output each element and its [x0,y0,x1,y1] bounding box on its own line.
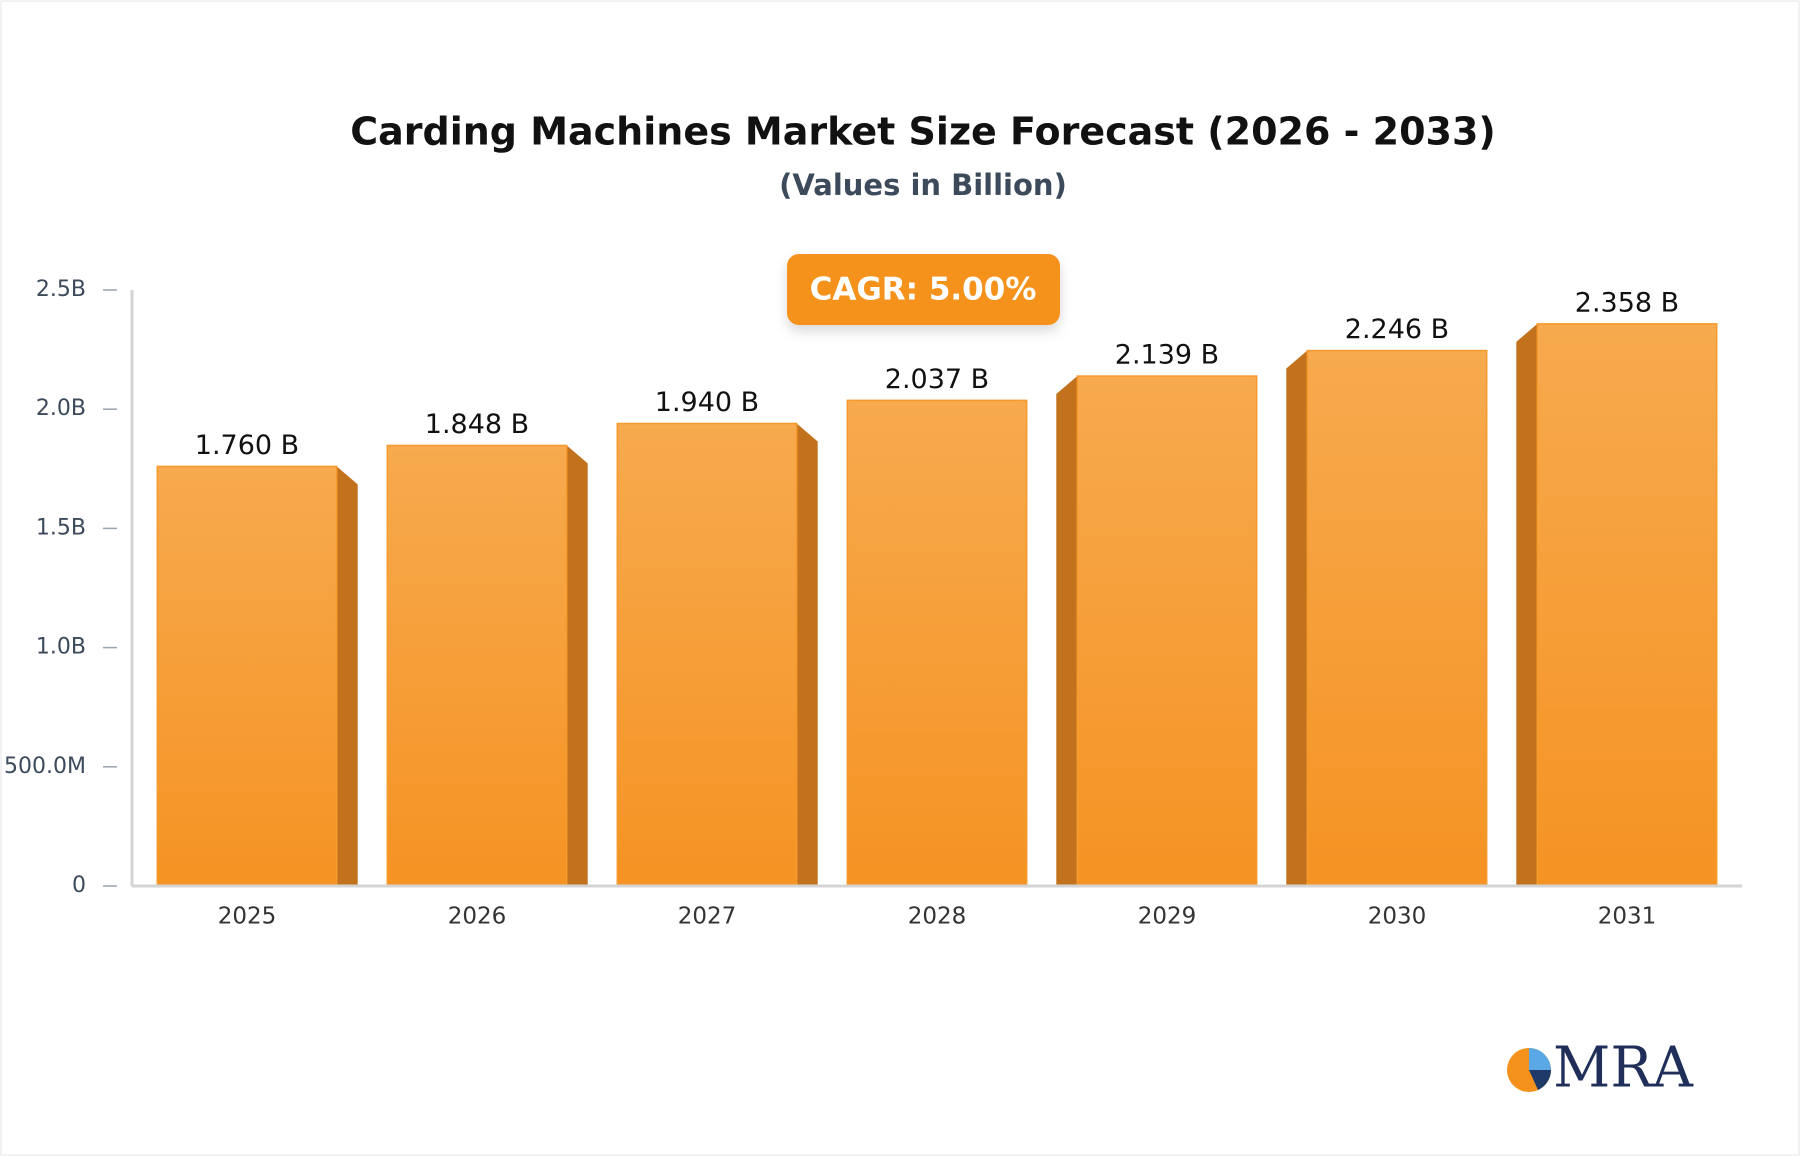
bar [386,444,568,887]
x-tick-label: 2031 [1598,904,1657,930]
bar-side [796,423,818,886]
y-tick-label: 1.5B [36,515,86,540]
bar [1306,349,1488,887]
x-tick-label: 2026 [448,904,507,930]
bar [156,465,338,887]
cagr-badge [787,254,1060,325]
bar [616,422,798,887]
bar [1076,375,1258,887]
y-tick-label: 500.0M [4,754,86,779]
cagr-box [787,254,1060,325]
data-label: 1.760 B [195,430,299,461]
x-tick-label: 2028 [908,904,967,930]
y-tick-label: 0 [72,873,86,898]
bar-side [1516,323,1538,887]
data-label: 1.848 B [425,409,529,440]
bar [1536,323,1718,887]
y-tick-label: 2.0B [36,396,86,421]
y-tick-label: 1.0B [36,635,86,660]
cagr-label: CAGR: 5.00% [810,272,1037,308]
bar [846,399,1028,887]
bar-side [566,445,588,886]
bar-side [1056,376,1078,886]
x-tick-label: 2027 [678,904,737,930]
data-label: 2.139 B [1115,340,1219,371]
x-tick-label: 2029 [1138,904,1197,930]
x-tick-label: 2030 [1368,904,1427,930]
logo-icon-slice [1529,1048,1551,1070]
bar-side [336,466,358,886]
data-label: 1.940 B [655,387,759,418]
plot-area: 0 500.0M 1.0B 1.5B 2.0B 2.5B 1.760 B 2025 1.848 … [4,277,1742,930]
data-label: 2.246 B [1345,314,1449,345]
logo-icon-slice [1529,1070,1551,1090]
bar-side [1286,350,1308,886]
chart-title: Carding Machines Market Size Forecast (2… [350,110,1496,154]
logo-text: MRA [1553,1036,1694,1101]
data-label: 2.037 B [885,364,989,395]
chart-subtitle: (Values in Billion) [779,168,1067,202]
logo: MRA [1507,1036,1694,1101]
y-tick-label: 2.5B [36,277,86,302]
x-tick-label: 2025 [218,904,277,930]
data-label: 2.358 B [1575,287,1679,318]
